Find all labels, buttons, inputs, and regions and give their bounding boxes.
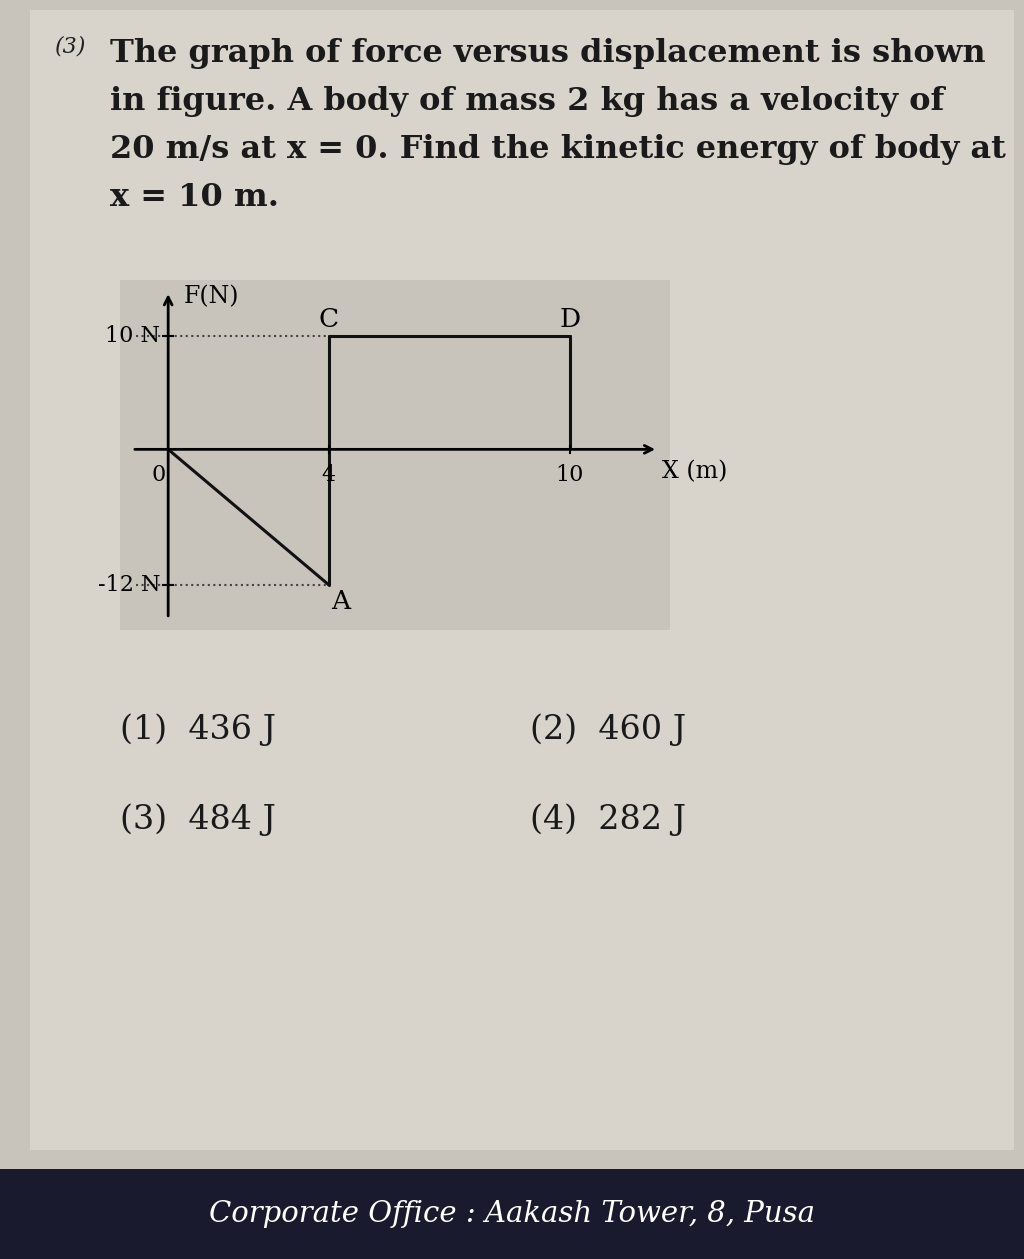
Text: 4: 4	[322, 465, 336, 486]
Text: (1)  436 J: (1) 436 J	[120, 714, 276, 747]
Text: (4)  282 J: (4) 282 J	[530, 803, 686, 836]
Text: F(N): F(N)	[184, 286, 240, 308]
Text: D: D	[559, 307, 581, 332]
Text: x = 10 m.: x = 10 m.	[110, 183, 279, 213]
Text: X (m): X (m)	[662, 461, 727, 483]
Text: (3): (3)	[55, 35, 86, 57]
Text: (3)  484 J: (3) 484 J	[120, 803, 275, 836]
Text: 0: 0	[151, 465, 165, 486]
Text: 10 N: 10 N	[105, 326, 160, 347]
Text: -12 N: -12 N	[97, 574, 160, 596]
Text: The graph of force versus displacement is shown: The graph of force versus displacement i…	[110, 38, 986, 69]
Text: Corporate Office : Aakash Tower, 8, Pusa: Corporate Office : Aakash Tower, 8, Pusa	[209, 1200, 815, 1228]
Text: A: A	[331, 589, 350, 614]
Text: 20 m/s at x = 0. Find the kinetic energy of body at: 20 m/s at x = 0. Find the kinetic energy…	[110, 133, 1006, 165]
Bar	[0, 1170, 1024, 1259]
Text: 10: 10	[555, 465, 584, 486]
Text: in figure. A body of mass 2 kg has a velocity of: in figure. A body of mass 2 kg has a vel…	[110, 86, 944, 117]
Text: (2)  460 J: (2) 460 J	[530, 714, 686, 747]
Text: C: C	[318, 307, 339, 332]
